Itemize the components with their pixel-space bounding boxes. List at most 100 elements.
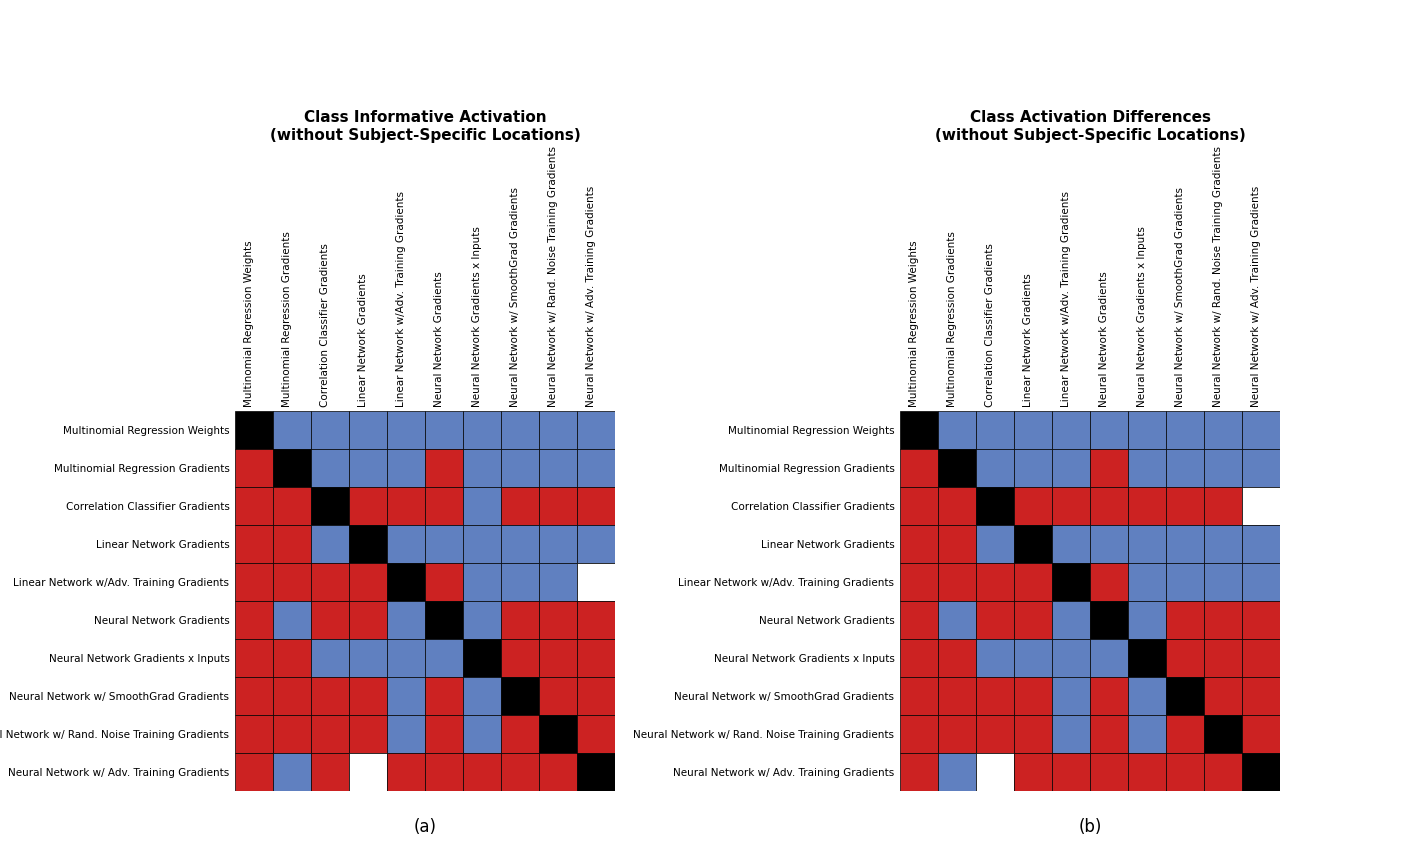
Bar	[349, 525, 388, 563]
Bar	[273, 677, 311, 715]
Bar	[577, 487, 615, 525]
Bar	[388, 677, 425, 715]
Bar	[1052, 715, 1091, 753]
Bar	[939, 639, 976, 677]
Bar	[1014, 525, 1052, 563]
Bar	[311, 677, 349, 715]
Bar	[1091, 525, 1127, 563]
Bar	[388, 639, 425, 677]
Bar	[349, 639, 388, 677]
Bar	[540, 753, 577, 791]
Bar	[939, 753, 976, 791]
Bar	[1166, 525, 1204, 563]
Bar	[463, 525, 501, 563]
Bar	[1052, 525, 1091, 563]
Bar	[463, 715, 501, 753]
Bar	[234, 487, 273, 525]
Bar	[425, 639, 463, 677]
Bar	[1127, 639, 1166, 677]
Bar	[540, 411, 577, 449]
Bar	[501, 487, 540, 525]
Bar	[1204, 563, 1242, 601]
Bar	[273, 563, 311, 601]
Bar	[540, 601, 577, 639]
Bar	[388, 753, 425, 791]
Bar	[1166, 601, 1204, 639]
Bar	[1242, 487, 1279, 525]
Bar	[1127, 525, 1166, 563]
Bar	[540, 525, 577, 563]
Bar	[1166, 449, 1204, 487]
Bar	[273, 601, 311, 639]
Bar	[501, 639, 540, 677]
Bar	[1242, 639, 1279, 677]
Bar	[1204, 677, 1242, 715]
Bar	[1166, 487, 1204, 525]
Bar	[1052, 639, 1091, 677]
Bar	[900, 715, 939, 753]
Bar	[1014, 715, 1052, 753]
Bar	[1014, 449, 1052, 487]
Bar	[501, 525, 540, 563]
Bar	[463, 411, 501, 449]
Bar	[1204, 487, 1242, 525]
Bar	[900, 601, 939, 639]
Bar	[425, 449, 463, 487]
Bar	[540, 487, 577, 525]
Bar	[1091, 411, 1127, 449]
Bar	[577, 411, 615, 449]
Bar	[463, 601, 501, 639]
Bar	[939, 563, 976, 601]
Bar	[1166, 563, 1204, 601]
Bar	[501, 753, 540, 791]
Bar	[425, 753, 463, 791]
Bar	[1014, 753, 1052, 791]
Bar	[1052, 411, 1091, 449]
Bar	[1091, 487, 1127, 525]
Text: (a): (a)	[413, 818, 436, 836]
Bar	[1091, 563, 1127, 601]
Bar	[311, 411, 349, 449]
Bar	[311, 525, 349, 563]
Bar	[501, 449, 540, 487]
Bar	[463, 639, 501, 677]
Bar	[577, 563, 615, 601]
Bar	[1204, 601, 1242, 639]
Bar	[939, 677, 976, 715]
Bar	[939, 525, 976, 563]
Bar	[1242, 601, 1279, 639]
Bar	[1166, 715, 1204, 753]
Bar	[234, 677, 273, 715]
Bar	[425, 563, 463, 601]
Bar	[463, 449, 501, 487]
Bar	[976, 525, 1014, 563]
Bar	[388, 563, 425, 601]
Bar	[425, 411, 463, 449]
Bar	[900, 487, 939, 525]
Bar	[1052, 487, 1091, 525]
Bar	[1014, 411, 1052, 449]
Bar	[1242, 449, 1279, 487]
Bar	[501, 563, 540, 601]
Bar	[425, 601, 463, 639]
Bar	[311, 715, 349, 753]
Bar	[1052, 677, 1091, 715]
Bar	[311, 639, 349, 677]
Bar	[976, 449, 1014, 487]
Bar	[900, 449, 939, 487]
Bar	[273, 449, 311, 487]
Bar	[976, 563, 1014, 601]
Bar	[976, 601, 1014, 639]
Bar	[388, 525, 425, 563]
Bar	[273, 753, 311, 791]
Bar	[1166, 753, 1204, 791]
Bar	[939, 411, 976, 449]
Bar	[273, 487, 311, 525]
Bar	[1052, 563, 1091, 601]
Bar	[1091, 639, 1127, 677]
Bar	[1052, 449, 1091, 487]
Bar	[976, 411, 1014, 449]
Bar	[388, 487, 425, 525]
Bar	[1127, 753, 1166, 791]
Bar	[1014, 563, 1052, 601]
